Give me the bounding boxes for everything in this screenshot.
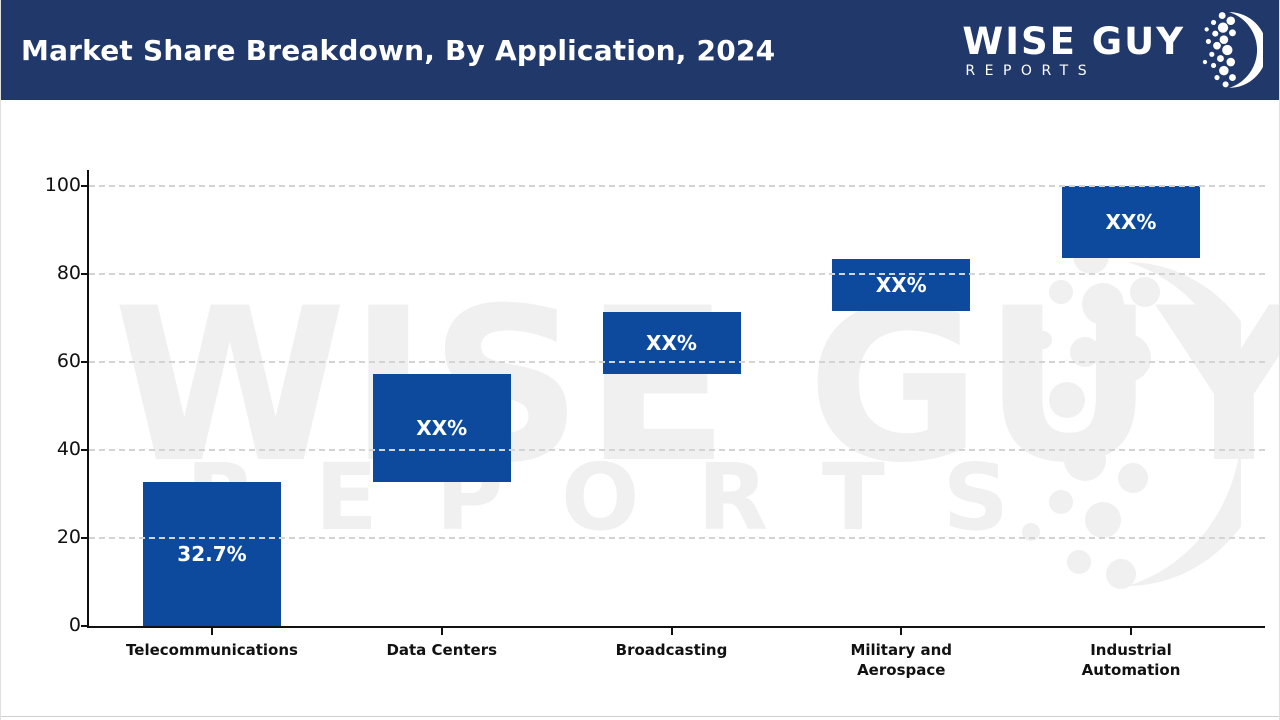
x-axis-tick-mark (211, 628, 213, 635)
y-axis-tick-mark (81, 449, 89, 451)
bar-value-label: XX% (646, 330, 697, 355)
bar-value-label: XX% (416, 415, 468, 440)
bar-value-label: 32.7% (177, 542, 247, 567)
gridline (89, 185, 1265, 187)
category-label-industrial-automation: Industrial Automation (1081, 641, 1181, 680)
logo-face-icon (1202, 12, 1263, 88)
y-axis-tick-label: 80 (56, 262, 81, 284)
y-axis-tick-label: 20 (56, 526, 81, 548)
logo-subtitle: REPORTS (965, 62, 1097, 79)
bar-value-label: XX% (875, 272, 927, 297)
gridline (89, 361, 1265, 363)
y-axis-tick-label: 100 (44, 174, 81, 196)
bar-telecommunications: 32.7% (143, 482, 281, 626)
y-axis-tick-mark (81, 273, 89, 275)
x-axis-tick-mark (900, 628, 903, 635)
watermark-subtitle: REPORTS (186, 444, 1068, 551)
y-axis-tick-mark (81, 361, 89, 363)
category-label-military-and-aerospace: Military and Aerospace (850, 641, 953, 680)
x-axis-line (89, 626, 1265, 628)
x-axis-tick-mark (440, 628, 443, 635)
y-axis-tick-mark (81, 625, 89, 627)
category-label-data-centers: Data Centers (386, 641, 498, 659)
logo-wordmark: WISE GUY (962, 19, 1185, 63)
y-axis-tick-label: 60 (56, 350, 81, 372)
bottom-divider (1, 716, 1279, 717)
bar-military-and-aerospace: XX% (832, 259, 971, 311)
y-axis-tick-mark (81, 185, 89, 187)
y-axis-tick-label: 40 (56, 438, 81, 460)
logo-text: WISE GUY REPORTS (962, 23, 1185, 78)
x-axis-tick-mark (1130, 628, 1132, 635)
y-axis-tick-mark (81, 537, 89, 539)
gridline (89, 273, 1265, 275)
category-label-telecommunications: Telecommunications (126, 641, 298, 659)
gridline (89, 449, 1265, 451)
y-axis-tick-label: 0 (68, 614, 81, 636)
plot-area: 0 20 40 60 80 100 32.7% Telecommunications XX% Da… (1, 100, 1279, 716)
watermark-face-icon (1013, 232, 1241, 589)
y-axis-line (87, 170, 89, 628)
x-axis-tick-mark (670, 628, 673, 635)
category-label-broadcasting: Broadcasting (615, 641, 728, 659)
bar-value-label: XX% (1105, 210, 1157, 235)
bar-data-centers: XX% (372, 373, 511, 483)
gridline (89, 537, 1265, 539)
bar-industrial-automation: XX% (1062, 186, 1200, 259)
header-bar: Market Share Breakdown, By Application, … (1, 0, 1279, 100)
wise-guy-reports-logo: WISE GUY REPORTS (962, 8, 1263, 92)
bar-broadcasting: XX% (602, 311, 741, 374)
chart-title: Market Share Breakdown, By Application, … (21, 33, 776, 67)
